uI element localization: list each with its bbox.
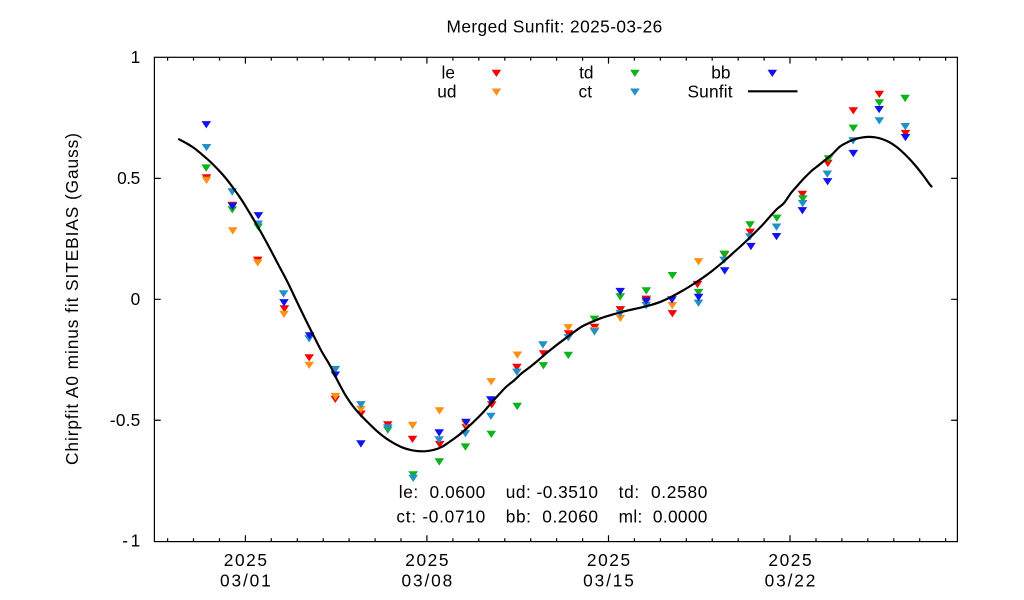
svg-text:-1: -1	[122, 531, 140, 551]
svg-text:0: 0	[131, 289, 141, 309]
svg-text:bb: 0.2060: bb: 0.2060	[506, 507, 598, 527]
svg-text:-0.5: -0.5	[110, 410, 140, 430]
svg-text:03/01: 03/01	[220, 570, 271, 590]
svg-text:03/08: 03/08	[402, 570, 453, 590]
svg-text:2025: 2025	[405, 550, 448, 570]
svg-text:2025: 2025	[587, 550, 630, 570]
svg-text:0.5: 0.5	[117, 168, 140, 188]
svg-text:le: 0.0600: le: 0.0600	[399, 482, 486, 502]
svg-text:bb: bb	[711, 63, 730, 83]
svg-text:2025: 2025	[768, 550, 811, 570]
svg-text:ud: ud	[437, 82, 456, 102]
svg-text:03/15: 03/15	[583, 570, 634, 590]
svg-text:Sunfit: Sunfit	[688, 82, 733, 102]
svg-text:ct: ct	[579, 82, 593, 102]
svg-text:Merged Sunfit: 2025-03-26: Merged Sunfit: 2025-03-26	[447, 16, 663, 36]
svg-text:03/22: 03/22	[765, 570, 816, 590]
svg-text:td: 0.2580: td: 0.2580	[619, 482, 708, 502]
svg-text:ml: 0.0000: ml: 0.0000	[619, 507, 708, 527]
svg-text:td: td	[579, 63, 593, 83]
svg-text:1: 1	[131, 47, 141, 67]
svg-text:le: le	[442, 63, 455, 83]
svg-text:ud: -0.3510: ud: -0.3510	[506, 482, 598, 502]
svg-text:Chirpfit A0 minus fit SITEBIAS: Chirpfit A0 minus fit SITEBIAS (Gauss)	[62, 133, 82, 465]
svg-text:2025: 2025	[224, 550, 267, 570]
svg-text:ct: -0.0710: ct: -0.0710	[396, 507, 485, 527]
